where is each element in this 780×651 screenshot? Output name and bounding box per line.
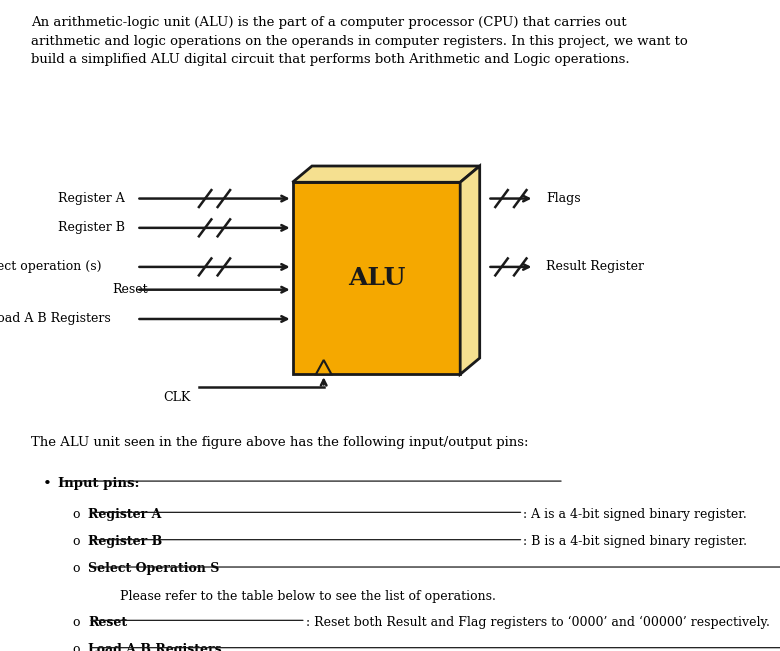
Text: Input pins:: Input pins: — [58, 477, 140, 490]
Text: ALU: ALU — [348, 266, 405, 290]
Text: o: o — [73, 508, 80, 521]
Text: Reset: Reset — [112, 283, 148, 296]
Text: CLK: CLK — [164, 391, 191, 404]
Text: Reset: Reset — [88, 616, 127, 629]
Text: Register A: Register A — [58, 192, 125, 205]
Text: o: o — [73, 616, 80, 629]
Text: Register B: Register B — [58, 221, 125, 234]
Text: Select Operation S: Select Operation S — [88, 562, 219, 575]
Text: : B is a 4-bit signed binary register.: : B is a 4-bit signed binary register. — [523, 535, 747, 548]
Polygon shape — [460, 166, 480, 374]
Text: o: o — [73, 535, 80, 548]
Text: Select operation (s): Select operation (s) — [0, 260, 101, 273]
Text: o: o — [73, 562, 80, 575]
Text: o: o — [73, 643, 80, 651]
Text: : Reset both Result and Flag registers to ‘0000’ and ‘00000’ respectively.: : Reset both Result and Flag registers t… — [306, 616, 770, 629]
Text: Please refer to the table below to see the list of operations.: Please refer to the table below to see t… — [88, 590, 496, 603]
FancyBboxPatch shape — [292, 182, 460, 374]
Polygon shape — [316, 360, 332, 374]
Text: An arithmetic-logic unit (ALU) is the part of a computer processor (CPU) that ca: An arithmetic-logic unit (ALU) is the pa… — [31, 16, 688, 66]
Text: Register A: Register A — [88, 508, 161, 521]
Text: Result Register: Result Register — [546, 260, 644, 273]
Text: Load A B Registers: Load A B Registers — [0, 312, 111, 326]
Text: •: • — [43, 477, 51, 491]
Text: : A is a 4-bit signed binary register.: : A is a 4-bit signed binary register. — [523, 508, 747, 521]
Polygon shape — [292, 166, 480, 182]
Text: Flags: Flags — [546, 192, 580, 205]
Text: Register B: Register B — [88, 535, 162, 548]
Text: Load A B Registers: Load A B Registers — [88, 643, 222, 651]
Text: The ALU unit seen in the figure above has the following input/output pins:: The ALU unit seen in the figure above ha… — [31, 436, 529, 449]
